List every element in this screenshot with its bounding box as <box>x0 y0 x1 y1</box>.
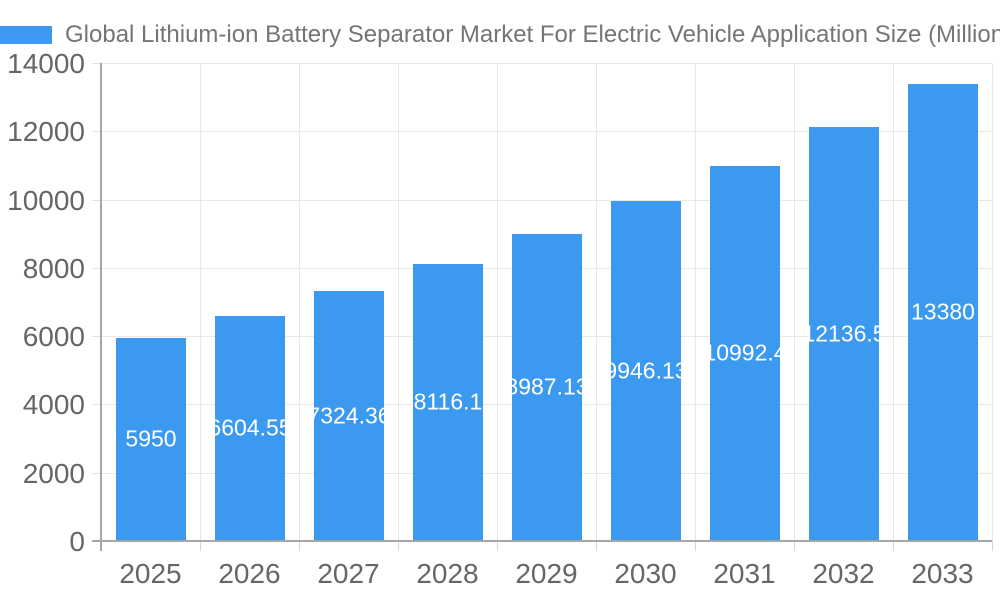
bar-value-label: 9946.13 <box>611 357 681 383</box>
x-axis-tick-label: 2027 <box>317 558 380 589</box>
x-axis-tick-label: 2030 <box>614 558 677 589</box>
x-gridline <box>794 63 795 541</box>
y-gridline <box>101 200 992 201</box>
y-axis-tick-label: 6000 <box>22 321 85 352</box>
bar-value-label: 7324.36 <box>314 402 384 428</box>
y-axis-tick-label: 10000 <box>7 185 85 216</box>
x-axis-tick-label: 2025 <box>119 558 182 589</box>
bar-value-label: 12136.5 <box>809 320 879 346</box>
y-tick-mark <box>92 200 101 201</box>
x-tick-mark <box>299 541 300 551</box>
x-axis-tick-label: 2031 <box>713 558 776 589</box>
y-tick-mark <box>92 473 101 474</box>
chart-title: Global Lithium-ion Battery Separator Mar… <box>65 22 1000 48</box>
bar[interactable]: 6604.55 <box>215 316 285 540</box>
x-axis-line <box>92 540 992 542</box>
x-tick-mark <box>596 541 597 551</box>
y-tick-mark <box>92 131 101 132</box>
y-gridline <box>101 131 992 132</box>
bar-value-label: 8987.13 <box>512 373 582 400</box>
legend: Global Lithium-ion Battery Separator Mar… <box>0 22 1000 48</box>
y-tick-mark <box>92 268 101 269</box>
x-gridline <box>893 63 894 541</box>
bar-value-label: 8116.1 <box>413 388 483 415</box>
y-axis-tick-label: 14000 <box>7 48 85 79</box>
y-axis-tick-label: 8000 <box>22 253 85 284</box>
x-tick-mark <box>695 541 696 551</box>
x-tick-mark <box>398 541 399 551</box>
bar-value-label: 13380 <box>911 298 975 325</box>
x-axis-tick-label: 2029 <box>515 558 578 589</box>
x-tick-mark <box>893 541 894 551</box>
x-gridline <box>200 63 201 541</box>
x-tick-mark <box>992 541 993 551</box>
y-tick-mark <box>92 404 101 405</box>
y-axis-tick-label: 0 <box>69 526 85 557</box>
x-tick-mark <box>497 541 498 551</box>
x-axis-tick-label: 2026 <box>218 558 281 589</box>
bar[interactable]: 7324.36 <box>314 291 384 540</box>
x-axis-tick-label: 2033 <box>911 558 974 589</box>
legend-swatch[interactable] <box>0 26 52 44</box>
bar[interactable]: 8116.1 <box>413 264 483 540</box>
x-gridline <box>992 63 993 541</box>
x-tick-mark <box>794 541 795 551</box>
x-gridline <box>497 63 498 541</box>
x-tick-mark <box>200 541 201 551</box>
y-tick-mark <box>92 336 101 337</box>
bar[interactable]: 9946.13 <box>611 201 681 540</box>
bar[interactable]: 8987.13 <box>512 234 582 540</box>
bar-value-label: 5950 <box>125 425 177 452</box>
x-gridline <box>695 63 696 541</box>
bar[interactable]: 5950 <box>116 338 186 540</box>
bar[interactable]: 12136.5 <box>809 127 879 540</box>
x-gridline <box>299 63 300 541</box>
bar[interactable]: 13380 <box>908 84 978 540</box>
y-axis-tick-label: 2000 <box>22 458 85 489</box>
x-axis-tick-label: 2028 <box>416 558 479 589</box>
y-axis-line <box>100 63 102 551</box>
x-gridline <box>398 63 399 541</box>
y-tick-mark <box>92 63 101 64</box>
x-gridline <box>596 63 597 541</box>
y-axis-tick-label: 4000 <box>22 389 85 420</box>
x-axis-tick-label: 2032 <box>812 558 875 589</box>
y-axis-tick-label: 12000 <box>7 116 85 147</box>
bar-value-label: 6604.55 <box>215 414 285 441</box>
y-gridline <box>101 63 992 64</box>
